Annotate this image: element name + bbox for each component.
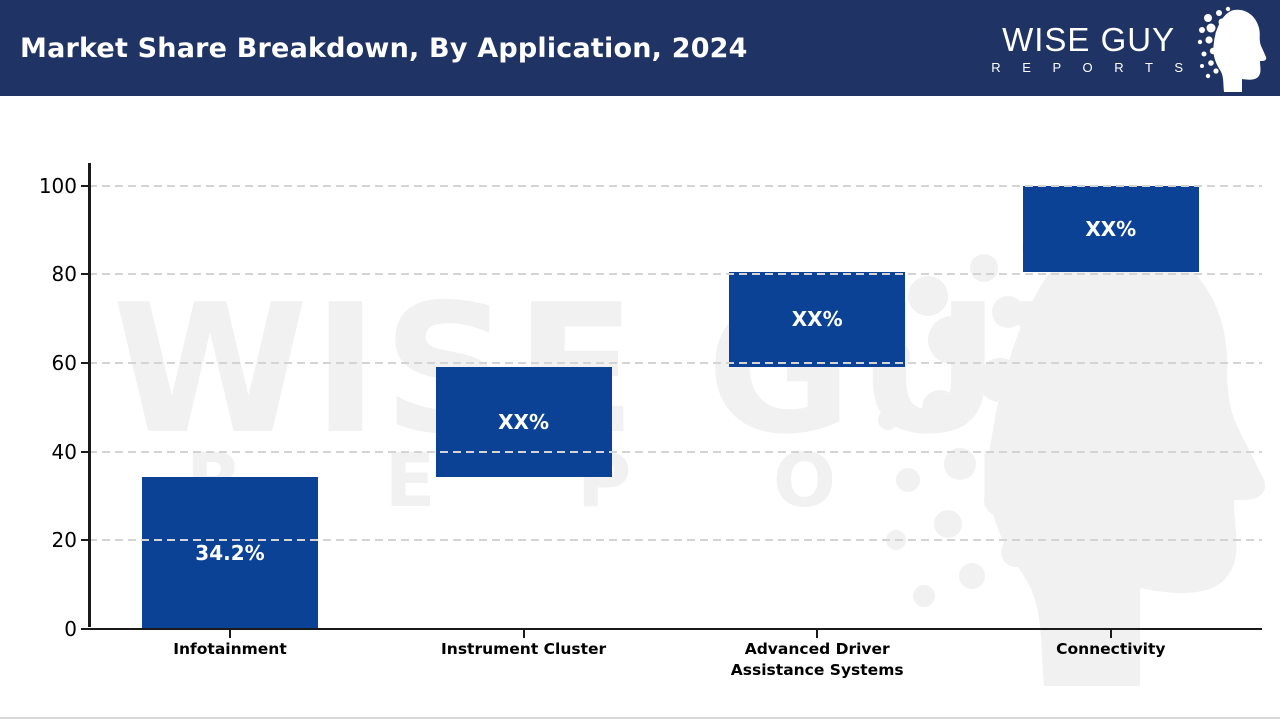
x-category-label: Advanced Driver Assistance Systems: [730, 640, 904, 679]
bar-value-label: XX%: [791, 307, 843, 332]
logo-wordmark: WISE GUY: [1002, 20, 1176, 58]
bar: 34.2%: [142, 477, 318, 629]
y-tick: [81, 362, 88, 365]
x-axis: [82, 627, 1262, 630]
y-tick-label: 40: [51, 439, 77, 464]
x-tick: [522, 630, 525, 638]
bar-value-label: 34.2%: [195, 541, 265, 566]
logo-text: WISE GUY R E P O R T S: [985, 23, 1192, 74]
gridline: [89, 539, 1262, 542]
bar-value-label: XX%: [498, 410, 550, 435]
bar: XX%: [435, 366, 612, 478]
x-tick: [816, 630, 819, 638]
y-tick: [81, 628, 88, 630]
y-tick: [81, 450, 88, 453]
x-category-label: Instrument Cluster: [441, 640, 607, 658]
header-bar: Market Share Breakdown, By Application, …: [0, 0, 1280, 96]
x-category-label: Connectivity: [1056, 640, 1166, 658]
bar-value-label: XX%: [1085, 216, 1137, 241]
bar: XX%: [1022, 185, 1199, 272]
y-tick-label: 0: [64, 617, 77, 641]
y-tick-label: 60: [51, 351, 77, 376]
chart-canvas: WISE GUY R E P O R T S 02040608010034.2%…: [0, 96, 1280, 720]
gridline: [89, 362, 1262, 365]
y-axis: [88, 163, 91, 627]
page-title: Market Share Breakdown, By Application, …: [20, 32, 748, 64]
logo-head-icon: [1197, 6, 1267, 92]
y-tick: [81, 184, 88, 187]
x-tick: [229, 630, 231, 638]
y-tick-label: 100: [38, 173, 77, 198]
watermark-wordmark: WISE GUY: [112, 266, 1138, 473]
bar: XX%: [729, 271, 906, 367]
gridline: [89, 273, 1262, 276]
gridline: [89, 184, 1262, 187]
y-tick: [81, 539, 88, 542]
y-tick: [81, 273, 88, 276]
x-tick: [1109, 630, 1112, 638]
bottom-border: [0, 717, 1280, 719]
x-category-label: Infotainment: [173, 640, 287, 658]
y-tick-label: 80: [51, 262, 77, 287]
wise-guy-logo: WISE GUY R E P O R T S: [985, 4, 1268, 92]
logo-subtext: R E P O R T S: [991, 59, 1192, 75]
gridline: [89, 450, 1262, 453]
y-tick-label: 20: [51, 528, 77, 553]
